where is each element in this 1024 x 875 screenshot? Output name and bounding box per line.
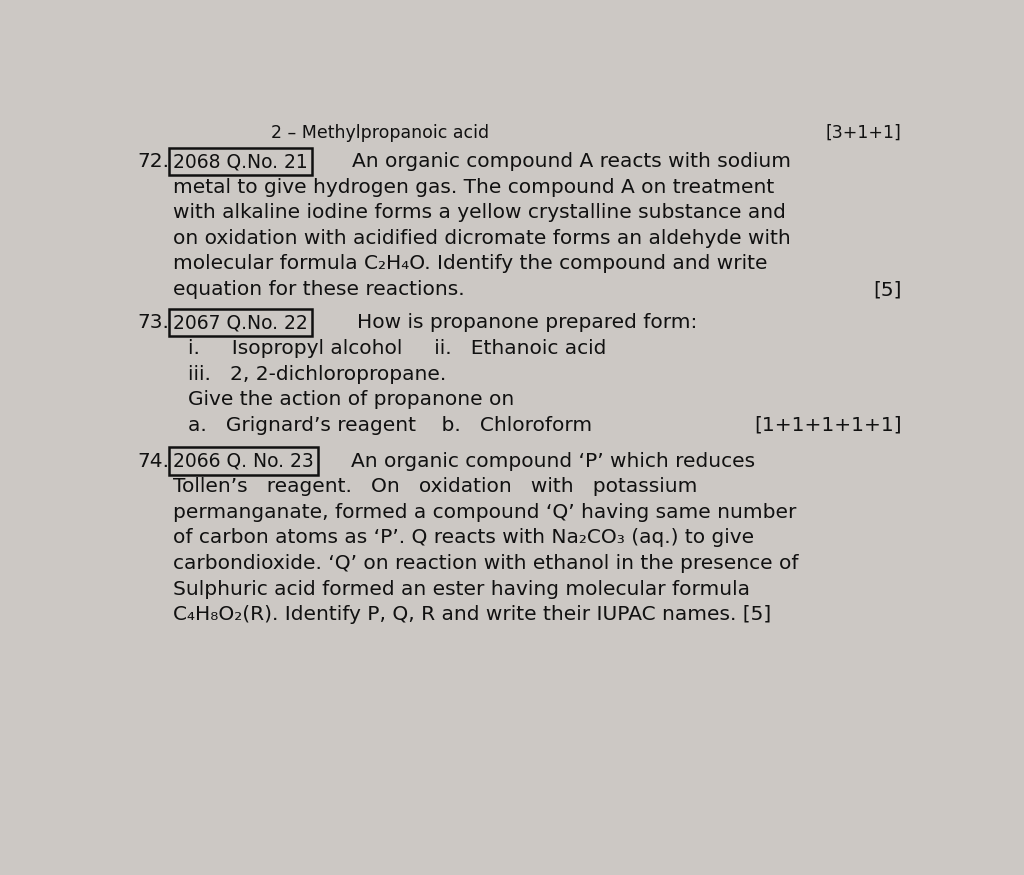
Text: [5]: [5] [873, 280, 902, 299]
Text: 72.: 72. [137, 152, 170, 171]
Text: i.     Isopropyl alcohol     ii.   Ethanoic acid: i. Isopropyl alcohol ii. Ethanoic acid [187, 339, 606, 358]
Text: 2066 Q. No. 23: 2066 Q. No. 23 [173, 452, 314, 471]
Text: carbondioxide. ‘Q’ on reaction with ethanol in the presence of: carbondioxide. ‘Q’ on reaction with etha… [173, 554, 799, 573]
Text: metal to give hydrogen gas. The compound A on treatment: metal to give hydrogen gas. The compound… [173, 178, 774, 197]
Text: 2068 Q.No. 21: 2068 Q.No. 21 [173, 152, 308, 171]
Text: C₄H₈O₂(R). Identify P, Q, R and write their IUPAC names. [5]: C₄H₈O₂(R). Identify P, Q, R and write th… [173, 606, 771, 624]
Text: How is propanone prepared form:: How is propanone prepared form: [357, 313, 697, 332]
Text: of carbon atoms as ‘P’. Q reacts with Na₂CO₃ (aq.) to give: of carbon atoms as ‘P’. Q reacts with Na… [173, 528, 755, 548]
Text: 73.: 73. [137, 313, 169, 332]
Text: a.   Grignard’s reagent    b.   Chloroform: a. Grignard’s reagent b. Chloroform [187, 416, 592, 435]
Text: [3+1+1]: [3+1+1] [826, 124, 902, 142]
Text: Tollen’s   reagent.   On   oxidation   with   potassium: Tollen’s reagent. On oxidation with pota… [173, 477, 697, 496]
Text: An organic compound ‘P’ which reduces: An organic compound ‘P’ which reduces [351, 452, 755, 471]
Text: equation for these reactions.: equation for these reactions. [173, 280, 465, 299]
Text: with alkaline iodine forms a yellow crystalline substance and: with alkaline iodine forms a yellow crys… [173, 203, 786, 222]
Text: iii.   2, 2-dichloropropane.: iii. 2, 2-dichloropropane. [187, 365, 445, 383]
Text: 74.: 74. [137, 452, 170, 471]
Text: Sulphuric acid formed an ester having molecular formula: Sulphuric acid formed an ester having mo… [173, 579, 751, 598]
Text: 2067 Q.No. 22: 2067 Q.No. 22 [173, 313, 308, 332]
Text: 2 – Methylpropanoic acid: 2 – Methylpropanoic acid [270, 124, 489, 142]
Text: permanganate, formed a compound ‘Q’ having same number: permanganate, formed a compound ‘Q’ havi… [173, 503, 797, 522]
Text: molecular formula C₂H₄O. Identify the compound and write: molecular formula C₂H₄O. Identify the co… [173, 255, 768, 274]
Text: [1+1+1+1+1]: [1+1+1+1+1] [754, 416, 902, 435]
Text: Give the action of propanone on: Give the action of propanone on [187, 390, 514, 410]
Text: on oxidation with acidified dicromate forms an aldehyde with: on oxidation with acidified dicromate fo… [173, 229, 791, 248]
Text: An organic compound A reacts with sodium: An organic compound A reacts with sodium [352, 152, 791, 171]
